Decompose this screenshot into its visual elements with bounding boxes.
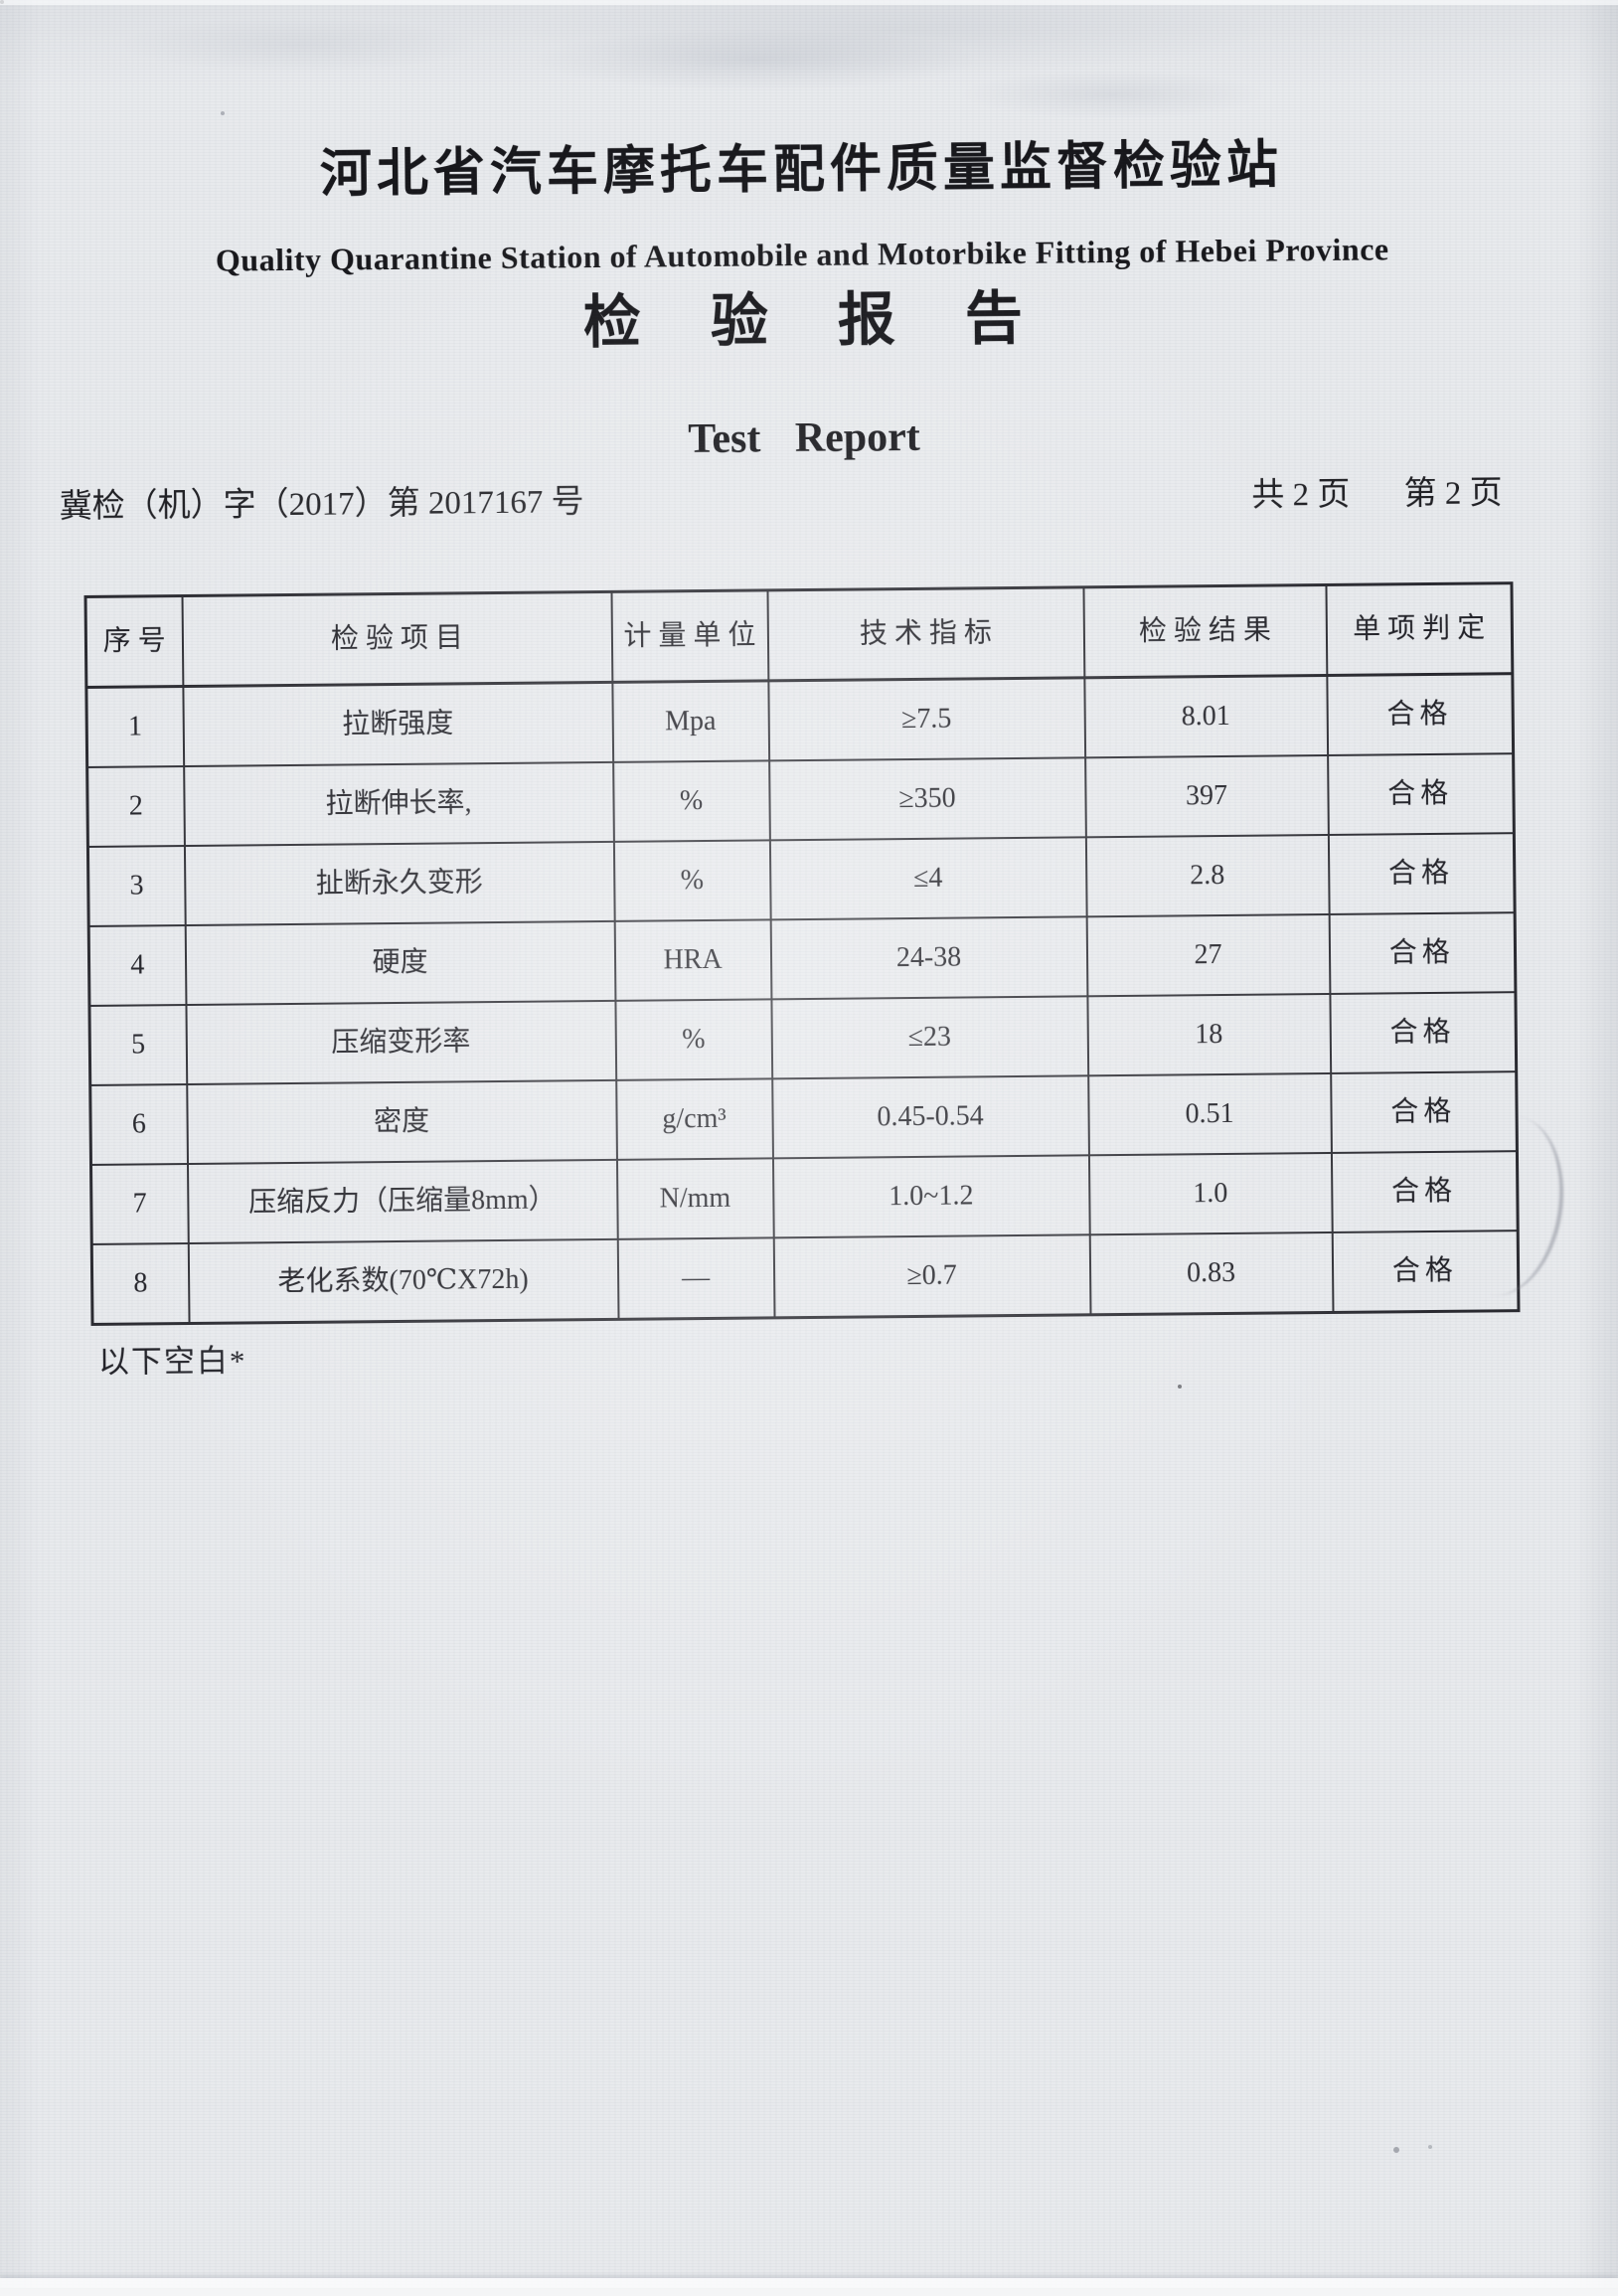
doc-title-en: Test Report (688, 413, 921, 463)
cell-item: 拉断强度 (182, 682, 613, 767)
cell-no: 1 (85, 686, 184, 767)
cell-judgement: 合格 (1330, 1071, 1518, 1153)
cell-spec: 1.0~1.2 (772, 1155, 1090, 1238)
cell-item: 硬度 (185, 920, 615, 1006)
table-row: 8 老化系数(70℃X72h) — ≥0.7 0.83 合格 (91, 1230, 1519, 1325)
cell-result: 397 (1084, 754, 1329, 838)
cell-spec: 24-38 (770, 916, 1087, 1000)
cell-spec: ≥350 (768, 757, 1086, 841)
cell-result: 1.0 (1088, 1152, 1333, 1235)
cell-result: 2.8 (1085, 834, 1330, 917)
cell-unit: % (614, 999, 772, 1080)
cell-judgement: 合格 (1326, 673, 1514, 755)
cell-result: 0.51 (1087, 1072, 1332, 1156)
col-header-spec: 技 术 指 标 (766, 586, 1084, 681)
cell-no: 4 (88, 925, 186, 1006)
col-header-result: 检 验 结 果 (1082, 584, 1327, 678)
pages-total: 共 2 页 (1251, 476, 1351, 514)
cell-item: 压缩反力（压缩量8mm） (187, 1159, 618, 1244)
cell-result: 0.83 (1089, 1231, 1333, 1315)
cell-unit: g/cm³ (615, 1078, 773, 1160)
col-header-judgement: 单 项 判 定 (1325, 582, 1513, 676)
org-title-en: Quality Quarantine Station of Automobile… (215, 231, 1389, 278)
cell-judgement: 合格 (1328, 833, 1516, 914)
cell-spec: ≤4 (769, 837, 1087, 920)
cell-no: 5 (88, 1005, 187, 1085)
cell-unit: % (613, 840, 771, 921)
cell-judgement: 合格 (1331, 1151, 1519, 1232)
cell-spec: ≤23 (770, 996, 1088, 1079)
page-current: 第 2 页 (1403, 475, 1503, 513)
cell-judgement: 合格 (1329, 992, 1517, 1073)
cell-judgement: 合格 (1332, 1230, 1519, 1313)
cell-no: 8 (91, 1243, 190, 1325)
col-header-no: 序 号 (85, 595, 183, 688)
col-header-item: 检 验 项 目 (182, 591, 612, 687)
cell-item: 拉断伸长率, (183, 761, 614, 847)
cell-unit: — (617, 1237, 775, 1320)
cell-result: 27 (1086, 913, 1330, 997)
cell-no: 3 (87, 846, 186, 926)
cell-spec: ≥7.5 (767, 677, 1085, 761)
reference-line: 冀检（机）字（2017）第 2017167 号 共 2 页 第 2 页 (59, 475, 1503, 526)
table-row: 4 硬度 HRA 24-38 27 合格 (88, 912, 1516, 1006)
table-row: 3 扯断永久变形 % ≤4 2.8 合格 (87, 833, 1516, 926)
cell-no: 6 (89, 1084, 188, 1165)
cell-result: 18 (1086, 993, 1331, 1076)
cell-unit: % (612, 760, 770, 842)
table-row: 7 压缩反力（压缩量8mm） N/mm 1.0~1.2 1.0 合格 (90, 1151, 1519, 1244)
cell-no: 7 (90, 1164, 189, 1244)
scan-speck-artifacts (0, 0, 4, 4)
table-row: 2 拉断伸长率, % ≥350 397 合格 (86, 753, 1515, 847)
report-number: 冀检（机）字（2017）第 2017167 号 (59, 484, 584, 526)
cell-result: 8.01 (1083, 675, 1328, 758)
cell-unit: Mpa (611, 680, 769, 762)
cell-spec: 0.45-0.54 (771, 1075, 1089, 1159)
table-header-row: 序 号 检 验 项 目 计 量 单 位 技 术 指 标 检 验 结 果 单 项 … (85, 582, 1513, 688)
table-row: 1 拉断强度 Mpa ≥7.5 8.01 合格 (85, 673, 1514, 767)
cell-judgement: 合格 (1327, 753, 1515, 835)
cell-no: 2 (86, 766, 185, 847)
col-header-unit: 计 量 单 位 (610, 589, 768, 683)
doc-title-cn: 检验报告 (582, 285, 1093, 356)
cell-judgement: 合格 (1329, 912, 1516, 994)
cell-item: 密度 (186, 1079, 617, 1165)
cell-unit: HRA (614, 919, 771, 1001)
blank-note: 以下空白* (97, 1343, 247, 1380)
cell-item: 老化系数(70℃X72h) (188, 1238, 619, 1324)
results-table: 序 号 检 验 项 目 计 量 单 位 技 术 指 标 检 验 结 果 单 项 … (83, 581, 1521, 1326)
cell-spec: ≥0.7 (773, 1234, 1090, 1318)
pagination: 共 2 页 第 2 页 (1251, 475, 1503, 514)
org-title-cn: 河北省汽车摩托车配件质量监督检验站 (319, 137, 1284, 204)
table-row: 6 密度 g/cm³ 0.45-0.54 0.51 合格 (89, 1071, 1518, 1165)
cell-item: 压缩变形率 (185, 1000, 616, 1085)
cell-item: 扯断永久变形 (184, 841, 615, 926)
cell-unit: N/mm (616, 1158, 774, 1239)
table-row: 5 压缩变形率 % ≤23 18 合格 (88, 992, 1517, 1085)
